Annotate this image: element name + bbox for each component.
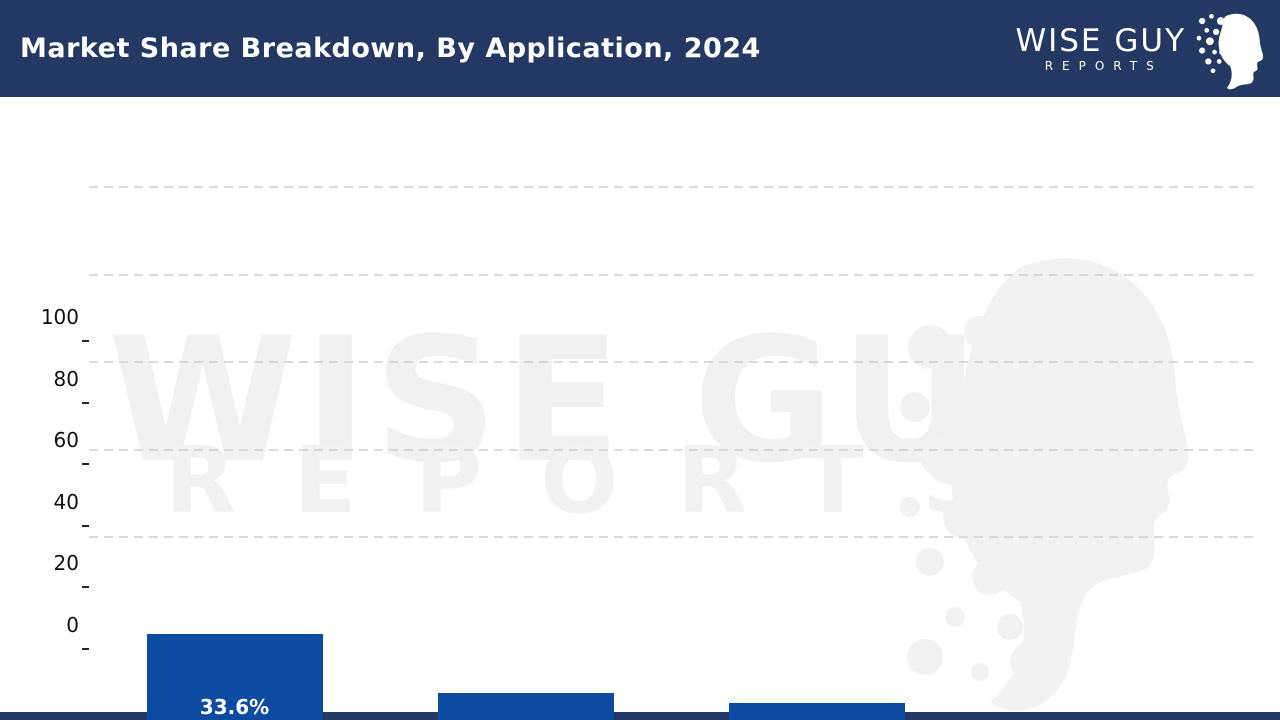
- y-axis-tick-label: 60: [53, 428, 79, 453]
- bar-industrial: XX%: [728, 703, 905, 720]
- bar-commercial: XX%: [437, 693, 614, 720]
- y-axis-tickmark: [82, 401, 89, 404]
- brand-logo-text: WISE GUY REPORTS: [1015, 25, 1186, 74]
- brand-name: WISE GUY: [1015, 22, 1186, 59]
- watermark-text-reports: REPORTS: [165, 427, 1047, 534]
- gridline: [89, 536, 1253, 539]
- bar-residential: 33.6%: [146, 633, 323, 720]
- y-axis-tick-label: 100: [40, 305, 79, 329]
- gridline: [89, 273, 1253, 276]
- header-bar: Market Share Breakdown, By Application, …: [0, 0, 1280, 97]
- gridline: [89, 186, 1253, 188]
- y-axis-tick-label: 0: [66, 613, 79, 637]
- y-axis-tick-label: 40: [53, 489, 79, 514]
- y-axis-tickmark: [82, 340, 89, 342]
- footer-bar: [0, 712, 1280, 720]
- dotted-head-profile-watermark: [900, 258, 1189, 711]
- y-axis-tick-label: 20: [53, 551, 79, 576]
- y-axis-tick-label: 80: [53, 366, 79, 391]
- y-axis-tickmark: [82, 648, 89, 650]
- gridline: [89, 361, 1253, 364]
- page-title: Market Share Breakdown, By Application, …: [20, 33, 761, 64]
- y-axis-tickmark: [82, 524, 89, 527]
- y-axis-tickmark: [82, 463, 89, 466]
- bar-value-label: 33.6%: [199, 695, 270, 720]
- dotted-head-profile-icon: [1196, 13, 1264, 90]
- brand-subtitle: REPORTS: [1044, 59, 1163, 74]
- gridline: [89, 448, 1253, 451]
- chart-area: WISE GUY REPORTS 02040608010033.6%Reside…: [0, 97, 1280, 720]
- y-axis-tickmark: [82, 586, 89, 589]
- brand-logo: WISE GUY REPORTS: [1015, 6, 1266, 92]
